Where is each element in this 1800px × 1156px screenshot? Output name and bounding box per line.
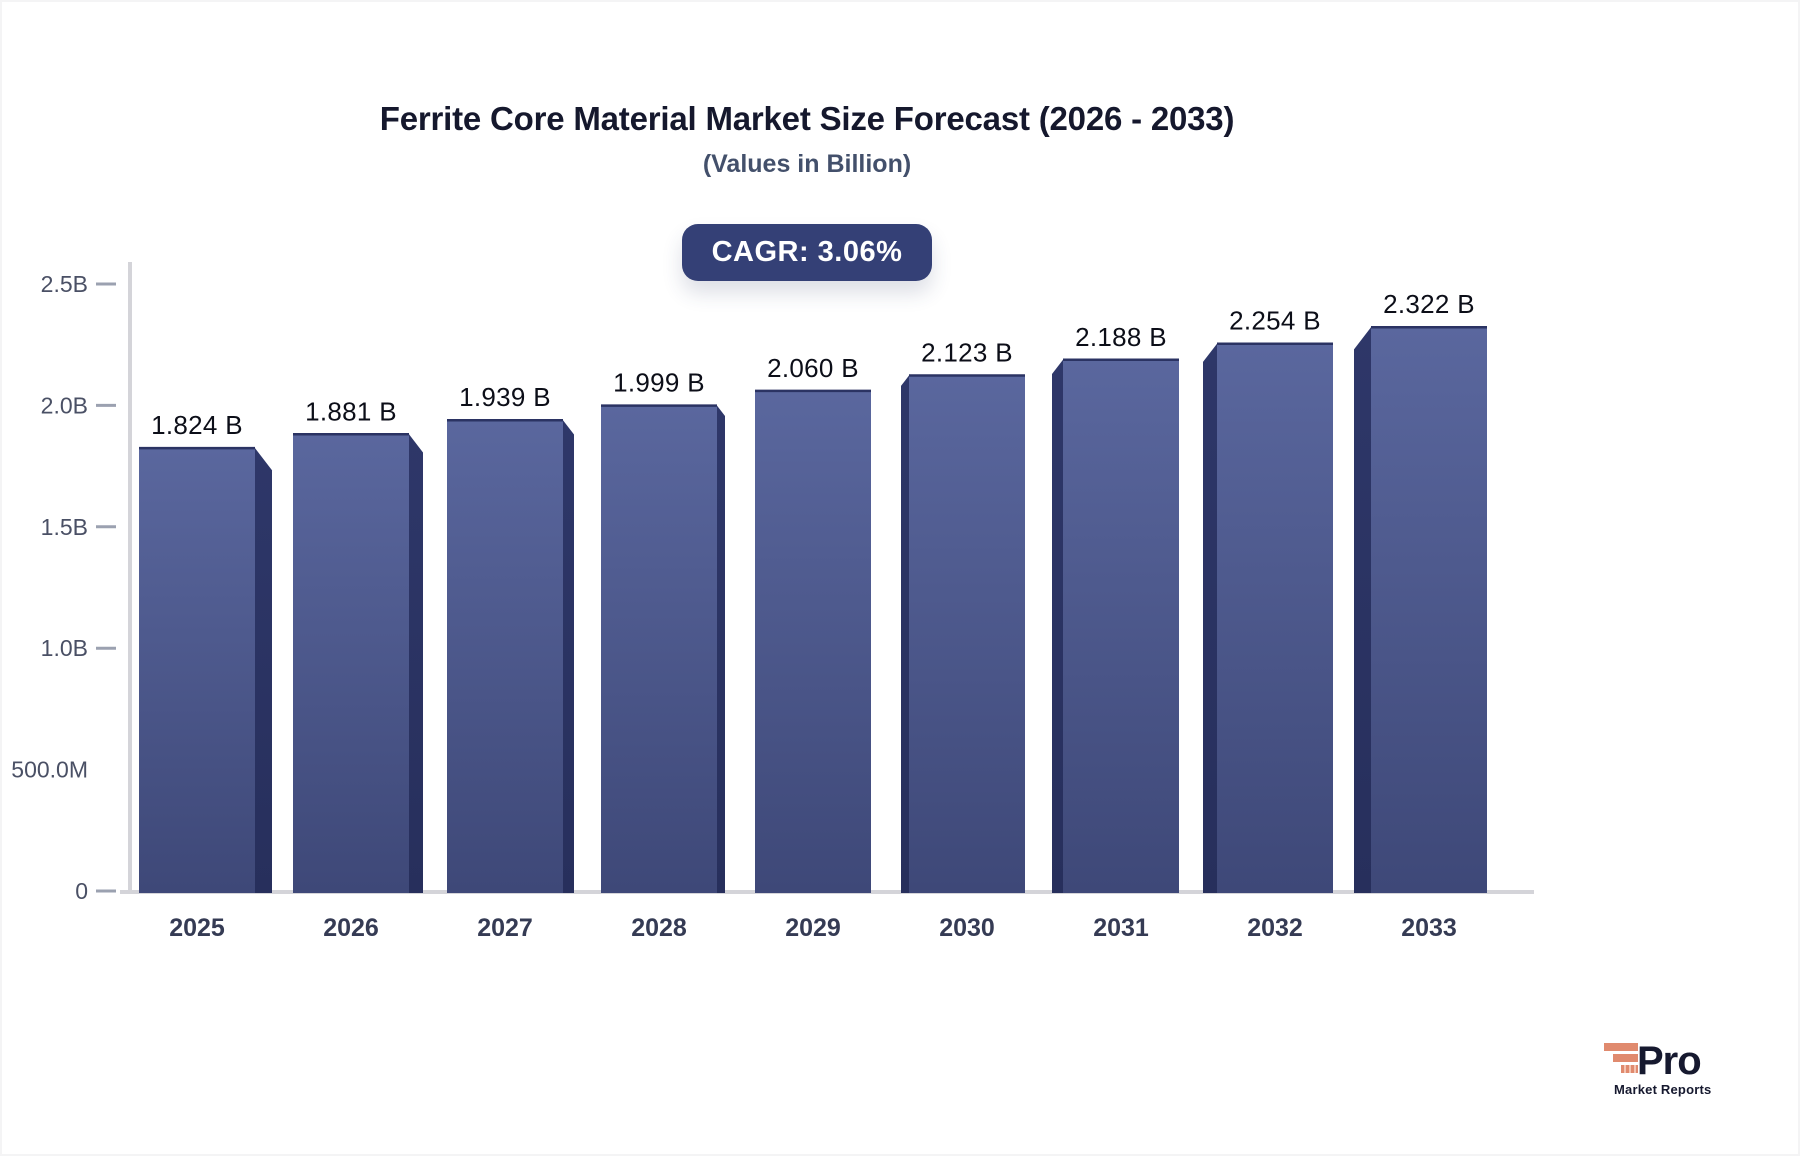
bar-value-label: 1.881 B (305, 396, 397, 426)
bar-value-label: 2.188 B (1075, 322, 1167, 352)
bar-2028 (601, 404, 725, 893)
x-tick-label: 2027 (477, 914, 533, 942)
bar-front-face (139, 448, 255, 893)
bar-side-face (717, 405, 725, 893)
bar-2033 (1354, 325, 1487, 894)
bar-value-label: 2.322 B (1383, 289, 1475, 319)
cagr-badge-band: CAGR: 3.06% (2, 224, 1612, 281)
y-tick-label: 500.0M (11, 757, 88, 783)
bar-front-face (1371, 327, 1487, 894)
bar-value-label: 1.999 B (613, 368, 705, 398)
bar-2030 (901, 374, 1025, 893)
labels: 2.5B 2.0B 1.5B 1.0B 500.0M 0 1.824 B 2025 1.881 … (11, 271, 1475, 942)
x-tick-label: 2030 (939, 914, 995, 942)
bar-front-face (909, 375, 1025, 893)
bar-front-face (755, 390, 871, 893)
logo-bar-icon (1613, 1054, 1638, 1062)
y-tick-label: 2.5B (41, 271, 88, 297)
x-tick-label: 2031 (1093, 914, 1149, 942)
cagr-badge: CAGR: 3.06% (681, 224, 933, 281)
bar-front-face (1063, 359, 1179, 893)
bar-side-face (1354, 327, 1371, 894)
bar-value-label: 1.824 B (151, 410, 243, 440)
chart-title: Ferrite Core Material Market Size Foreca… (379, 100, 1235, 137)
bar-2026 (293, 433, 423, 893)
bar-2027 (447, 418, 574, 893)
bar-side-face (1203, 343, 1217, 894)
logo-bar-icon (1621, 1065, 1638, 1073)
bar-front-face (293, 434, 409, 893)
bar-2029 (755, 389, 871, 893)
brand-logo-top: Pro (1604, 1039, 1711, 1083)
brand-name: Pro (1637, 1039, 1702, 1083)
bar-2032 (1203, 342, 1333, 894)
x-tick-label: 2025 (169, 914, 225, 942)
bar-front-face (601, 405, 717, 893)
x-tick-label: 2029 (785, 914, 841, 942)
y-tick-label: 1.0B (41, 635, 88, 661)
bar-value-label: 2.123 B (921, 338, 1013, 368)
bar-side-face (563, 420, 574, 893)
logo-bars-icon (1604, 1043, 1638, 1073)
chart-subtitle: (Values in Billion) (702, 150, 912, 178)
bars (139, 325, 1487, 894)
x-tick-label: 2028 (631, 914, 687, 942)
y-tick-label: 0 (75, 878, 88, 904)
bar-2025 (139, 446, 272, 893)
bar-front-face (447, 420, 563, 893)
y-tick-label: 2.0B (41, 392, 88, 418)
bar-side-face (409, 434, 423, 893)
bar-front-face (1217, 343, 1333, 894)
bar-2031 (1052, 358, 1179, 893)
brand-tagline: Market Reports (1614, 1082, 1712, 1097)
brand-logo: Pro Market Reports (1604, 1039, 1712, 1097)
x-tick-label: 2026 (323, 914, 379, 942)
x-tick-label: 2032 (1247, 914, 1303, 942)
x-tick-label: 2033 (1401, 914, 1457, 942)
bar-value-label: 1.939 B (459, 382, 551, 412)
bar-value-label: 2.060 B (767, 353, 859, 383)
y-tick-label: 1.5B (41, 514, 88, 540)
bar-value-label: 2.254 B (1229, 306, 1321, 336)
bar-side-face (1052, 359, 1063, 893)
bar-side-face (255, 448, 272, 893)
bar-side-face (901, 375, 909, 893)
logo-bar-icon (1604, 1043, 1638, 1051)
